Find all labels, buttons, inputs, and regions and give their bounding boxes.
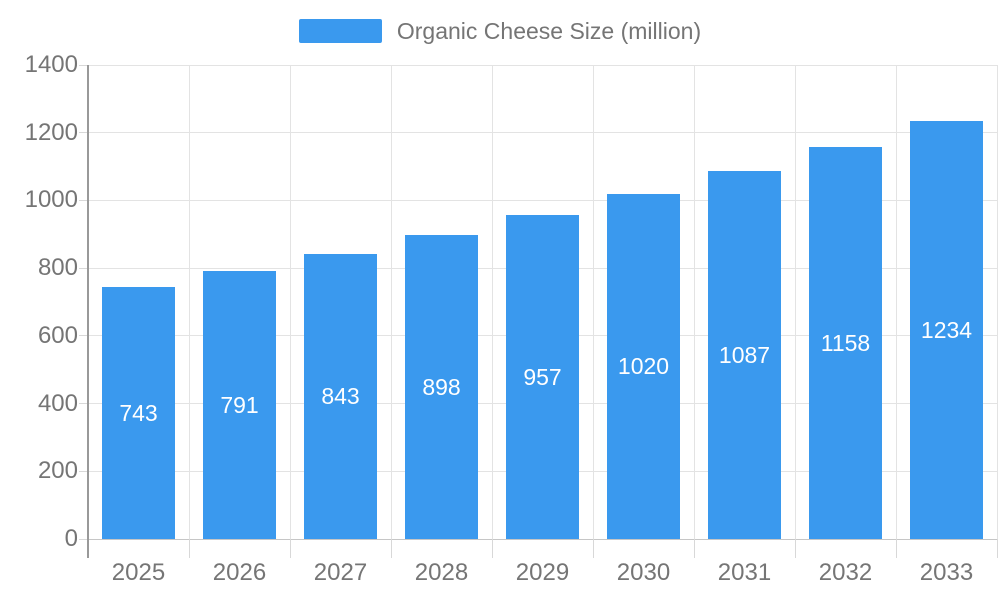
x-tick xyxy=(895,539,897,558)
y-tick xyxy=(79,335,88,337)
bar[interactable]: 743 xyxy=(102,287,175,539)
x-gridline xyxy=(592,65,594,539)
x-tick xyxy=(188,539,190,558)
bar-value-label: 1234 xyxy=(920,317,973,344)
y-tick xyxy=(79,199,88,201)
legend-label: Organic Cheese Size (million) xyxy=(396,18,702,44)
bar[interactable]: 791 xyxy=(203,271,276,539)
bar-value-label: 743 xyxy=(119,400,158,427)
y-tick xyxy=(79,403,88,405)
y-tick xyxy=(79,64,88,66)
y-tick-label: 1200 xyxy=(24,118,78,146)
x-gridline xyxy=(491,65,493,539)
y-tick-label: 800 xyxy=(37,254,78,282)
bar[interactable]: 898 xyxy=(405,234,478,539)
x-tick xyxy=(390,539,392,558)
x-tick xyxy=(491,539,493,558)
y-tick-label: 400 xyxy=(37,389,78,417)
bar[interactable]: 1087 xyxy=(708,170,781,539)
bar-value-label: 843 xyxy=(321,383,360,410)
legend[interactable]: Organic Cheese Size (million) xyxy=(0,17,1000,45)
x-tick-label: 2033 xyxy=(919,559,974,586)
x-tick-label: 2028 xyxy=(414,559,469,586)
x-tick-label: 2031 xyxy=(717,559,772,586)
y-gridline xyxy=(88,199,997,201)
bar[interactable]: 957 xyxy=(506,214,579,539)
y-tick xyxy=(79,470,88,472)
x-tick-label: 2032 xyxy=(818,559,873,586)
y-gridline xyxy=(88,64,997,66)
bar-value-label: 898 xyxy=(422,373,461,400)
x-tick-label: 2030 xyxy=(616,559,671,586)
legend-swatch-icon xyxy=(298,19,382,43)
bar[interactable]: 1020 xyxy=(607,193,680,539)
y-tick-label: 200 xyxy=(37,457,78,485)
x-tick-label: 2029 xyxy=(515,559,570,586)
y-tick-label: 1400 xyxy=(24,51,78,78)
x-gridline xyxy=(289,65,291,539)
x-gridline xyxy=(895,65,897,539)
y-gridline xyxy=(88,132,997,134)
bar-value-label: 1020 xyxy=(617,353,670,380)
bar-value-label: 791 xyxy=(220,392,259,419)
y-tick xyxy=(79,132,88,134)
x-tick-label: 2025 xyxy=(111,559,166,586)
y-tick-label: 1000 xyxy=(24,186,78,214)
y-tick xyxy=(79,267,88,269)
bar-value-label: 1087 xyxy=(718,341,771,368)
bar-value-label: 957 xyxy=(523,363,562,390)
x-tick-label: 2027 xyxy=(313,559,368,586)
x-tick xyxy=(592,539,594,558)
x-gridline xyxy=(693,65,695,539)
x-tick xyxy=(794,539,796,558)
x-gridline xyxy=(794,65,796,539)
y-gridline xyxy=(88,538,997,540)
x-gridline xyxy=(188,65,190,539)
y-axis-line xyxy=(87,65,89,558)
y-tick-label: 0 xyxy=(64,525,78,552)
bar[interactable]: 1158 xyxy=(809,146,882,539)
bar[interactable]: 843 xyxy=(304,253,377,539)
y-tick xyxy=(79,538,88,540)
bar-value-label: 1158 xyxy=(820,329,871,356)
bar[interactable]: 1234 xyxy=(910,121,983,539)
x-tick-label: 2026 xyxy=(212,559,267,586)
y-tick-label: 600 xyxy=(37,321,78,349)
x-tick xyxy=(693,539,695,558)
x-gridline xyxy=(996,65,998,539)
x-tick xyxy=(996,539,998,558)
x-tick xyxy=(289,539,291,558)
x-gridline xyxy=(390,65,392,539)
